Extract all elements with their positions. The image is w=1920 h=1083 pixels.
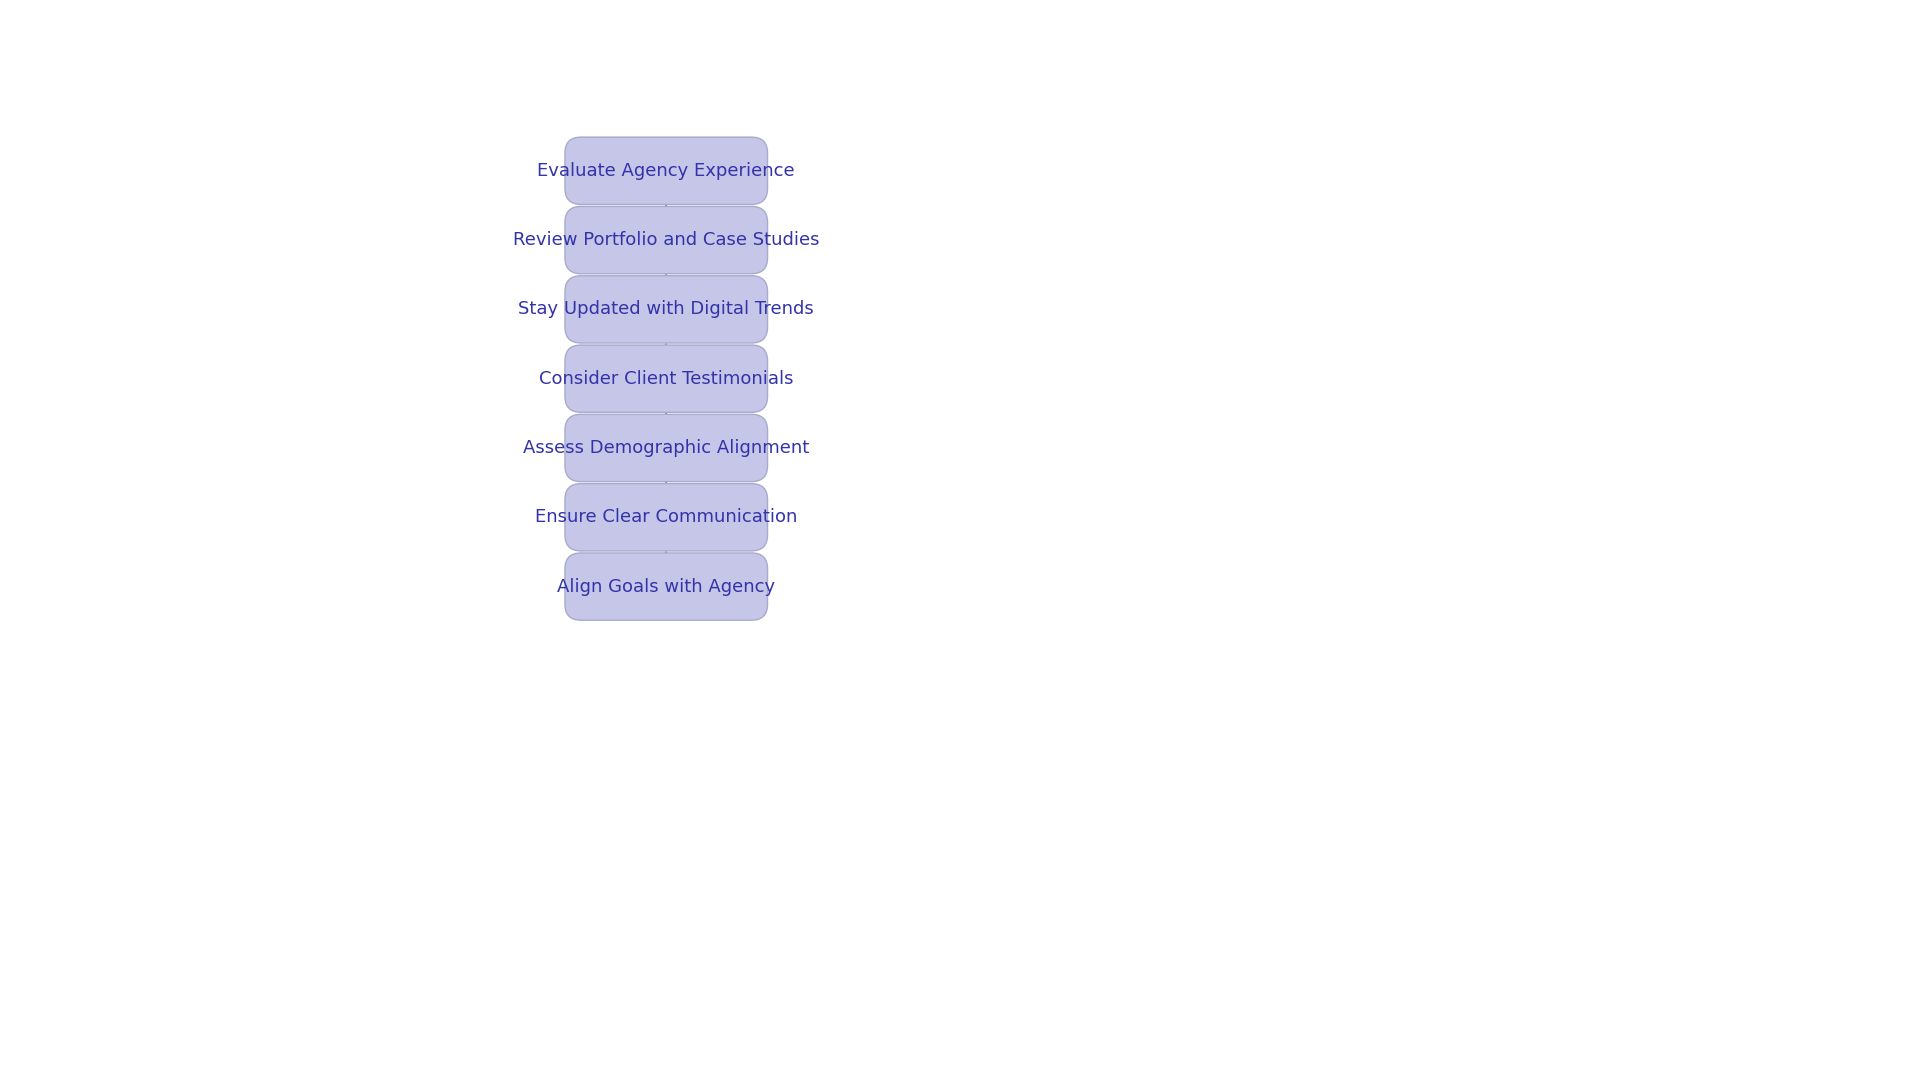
FancyBboxPatch shape [564, 345, 768, 413]
FancyBboxPatch shape [564, 207, 768, 274]
FancyBboxPatch shape [564, 415, 768, 482]
Text: Assess Demographic Alignment: Assess Demographic Alignment [522, 439, 810, 457]
Text: Evaluate Agency Experience: Evaluate Agency Experience [538, 161, 795, 180]
Text: Stay Updated with Digital Trends: Stay Updated with Digital Trends [518, 300, 814, 318]
FancyBboxPatch shape [564, 553, 768, 621]
Text: Review Portfolio and Case Studies: Review Portfolio and Case Studies [513, 231, 820, 249]
Text: Ensure Clear Communication: Ensure Clear Communication [536, 508, 797, 526]
FancyBboxPatch shape [564, 138, 768, 205]
FancyBboxPatch shape [564, 276, 768, 343]
FancyBboxPatch shape [564, 484, 768, 551]
Text: Align Goals with Agency: Align Goals with Agency [557, 577, 776, 596]
Text: Consider Client Testimonials: Consider Client Testimonials [540, 369, 793, 388]
